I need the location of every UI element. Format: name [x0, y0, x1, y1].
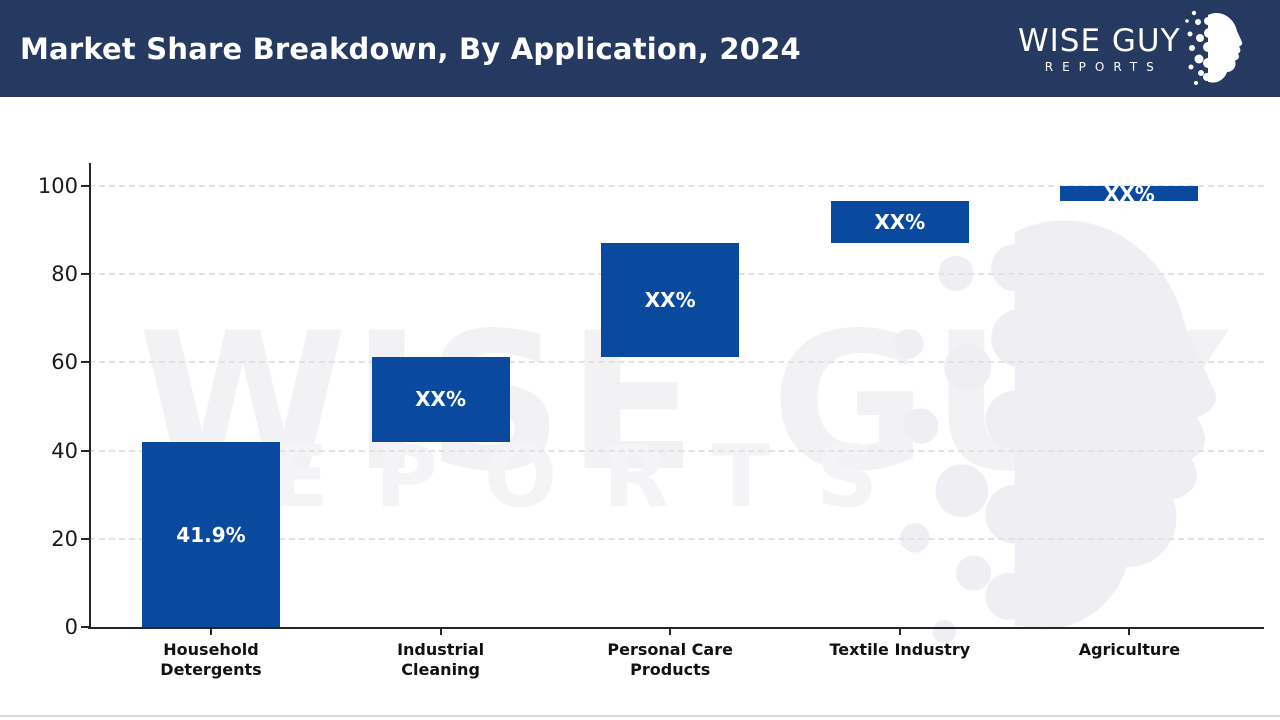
- x-axis-category-label: Personal Care Products: [575, 640, 765, 680]
- waterfall-bar-segment: XX%: [371, 356, 510, 443]
- bar-value-label: XX%: [1103, 181, 1155, 206]
- x-axis-category-label: Industrial Cleaning: [346, 640, 536, 680]
- y-tick-label: 60: [51, 350, 78, 375]
- brand-logo: WISE GUY REPORTS: [1018, 8, 1268, 90]
- x-axis-category-line: Personal Care: [607, 640, 733, 659]
- brand-face-icon: [1184, 10, 1242, 85]
- bar-value-label: XX%: [415, 387, 467, 412]
- x-axis-line: [88, 627, 1264, 629]
- x-tick-mark: [669, 629, 672, 635]
- brand-logo-text: WISE GUY REPORTS: [1018, 25, 1181, 74]
- x-axis-category-line: Products: [630, 660, 711, 679]
- x-tick-mark: [898, 629, 901, 635]
- x-axis-category-line: Detergents: [160, 660, 262, 679]
- watermark-face-icon: [894, 220, 1217, 644]
- bar-value-label: 41.9%: [176, 522, 246, 547]
- y-tick-label: 80: [51, 262, 78, 287]
- bar-value-label: XX%: [874, 210, 926, 235]
- bottom-border: [0, 715, 1280, 717]
- x-axis-category-label: Household Detergents: [116, 640, 306, 680]
- x-axis-category-label: Agriculture: [1034, 640, 1224, 660]
- y-tick-label: 40: [51, 438, 78, 463]
- x-tick-mark: [439, 629, 442, 635]
- y-gridline: [89, 361, 1264, 364]
- y-gridline: [89, 537, 1264, 540]
- page-title: Market Share Breakdown, By Application, …: [20, 31, 801, 66]
- y-tick-label: 0: [64, 615, 78, 639]
- x-axis-category-line: Industrial: [397, 640, 485, 659]
- x-axis-category-line: Textile Industry: [829, 640, 971, 659]
- x-tick-mark: [1128, 629, 1131, 635]
- y-tick-mark: [81, 273, 89, 276]
- x-axis-category-line: Household: [163, 640, 259, 659]
- y-tick-mark: [81, 361, 89, 364]
- waterfall-bar-segment: XX%: [1060, 182, 1199, 206]
- waterfall-bar-segment: XX%: [830, 201, 969, 244]
- y-tick-mark: [81, 185, 89, 187]
- waterfall-bar-segment: 41.9%: [142, 442, 280, 627]
- waterfall-bar-segment: XX%: [601, 243, 740, 357]
- y-tick-mark: [81, 626, 89, 628]
- brand-logo-name: WISE GUY: [1018, 22, 1181, 59]
- y-tick-label: 100: [37, 174, 78, 198]
- y-gridline: [89, 449, 1264, 452]
- y-gridline: [89, 185, 1264, 187]
- y-axis-line: [89, 163, 91, 629]
- chart-area: WISE GUY REPORTS 0 20 40 60 80 100 41.9% Househ…: [0, 97, 1280, 717]
- x-axis-category-line: Agriculture: [1078, 640, 1181, 659]
- x-axis-category-label: Textile Industry: [805, 640, 995, 660]
- brand-logo-subtitle: REPORTS: [1044, 59, 1163, 74]
- y-tick-label: 20: [51, 526, 78, 551]
- y-tick-mark: [81, 449, 89, 452]
- header-bar: Market Share Breakdown, By Application, …: [0, 0, 1280, 97]
- x-tick-mark: [210, 629, 212, 635]
- y-tick-mark: [81, 537, 89, 540]
- x-axis-category-line: Cleaning: [401, 660, 480, 679]
- bar-value-label: XX%: [644, 287, 696, 312]
